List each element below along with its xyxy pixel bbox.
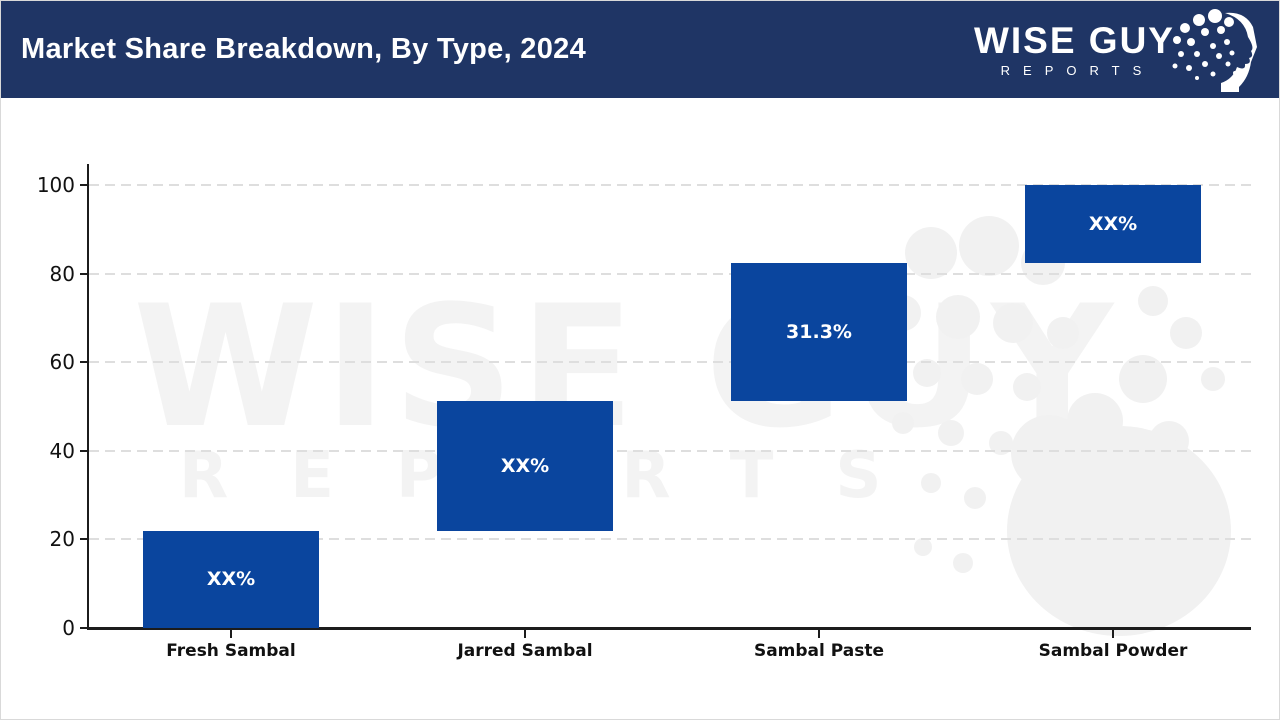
x-category-label-3: Sambal Paste (753, 641, 885, 661)
brand-name: WISE GUY (973, 19, 1175, 61)
header-bar: Market Share Breakdown, By Type, 2024 WI… (1, 1, 1279, 98)
x-category-label-4: Sambal Powder (1038, 641, 1188, 661)
y-tick-label-60: 60 (49, 350, 75, 375)
y-tick-label-100: 100 (36, 173, 75, 197)
y-tick-label-0: 0 (62, 616, 75, 640)
bar-segment-2 (437, 401, 613, 531)
x-category-label-1: Fresh Sambal (166, 641, 296, 661)
y-tick-20 (80, 538, 89, 541)
bar-segment-3 (731, 262, 907, 402)
bar-segment-1 (143, 530, 319, 628)
x-axis-line (87, 627, 1251, 630)
brand-logo: WISE GUY REPORTS (974, 7, 1257, 93)
brand-logo-text: WISE GUY REPORTS (974, 22, 1175, 78)
x-category-label-2: Jarred Sambal (457, 641, 593, 661)
y-axis-spine (87, 164, 89, 630)
y-tick-label-40: 40 (49, 438, 75, 463)
brand-face-icon (1172, 8, 1257, 92)
x-tick-1 (230, 630, 232, 638)
y-tick-60 (80, 361, 89, 364)
gridline-20 (89, 538, 1251, 541)
y-tick-label-20: 20 (49, 527, 75, 552)
y-tick-80 (80, 272, 89, 275)
bar-value-label-3: 31.3% (786, 320, 852, 343)
y-tick-40 (80, 449, 89, 452)
y-tick-0 (80, 627, 89, 629)
page-title: Market Share Breakdown, By Type, 2024 (21, 33, 587, 65)
x-tick-3 (818, 630, 820, 638)
bar-value-label-2: XX% (500, 455, 550, 478)
brand-subtitle: REPORTS (1000, 62, 1155, 78)
x-tick-4 (1112, 630, 1114, 638)
y-tick-label-80: 80 (49, 261, 75, 286)
bar-value-label-1: XX% (206, 568, 256, 591)
x-tick-2 (524, 630, 526, 638)
bar-value-label-4: XX% (1088, 212, 1138, 235)
gridline-80 (89, 272, 1251, 275)
gridline-100 (89, 184, 1251, 186)
y-tick-100 (80, 184, 89, 186)
gridline-40 (89, 449, 1251, 452)
gridline-60 (89, 361, 1251, 364)
